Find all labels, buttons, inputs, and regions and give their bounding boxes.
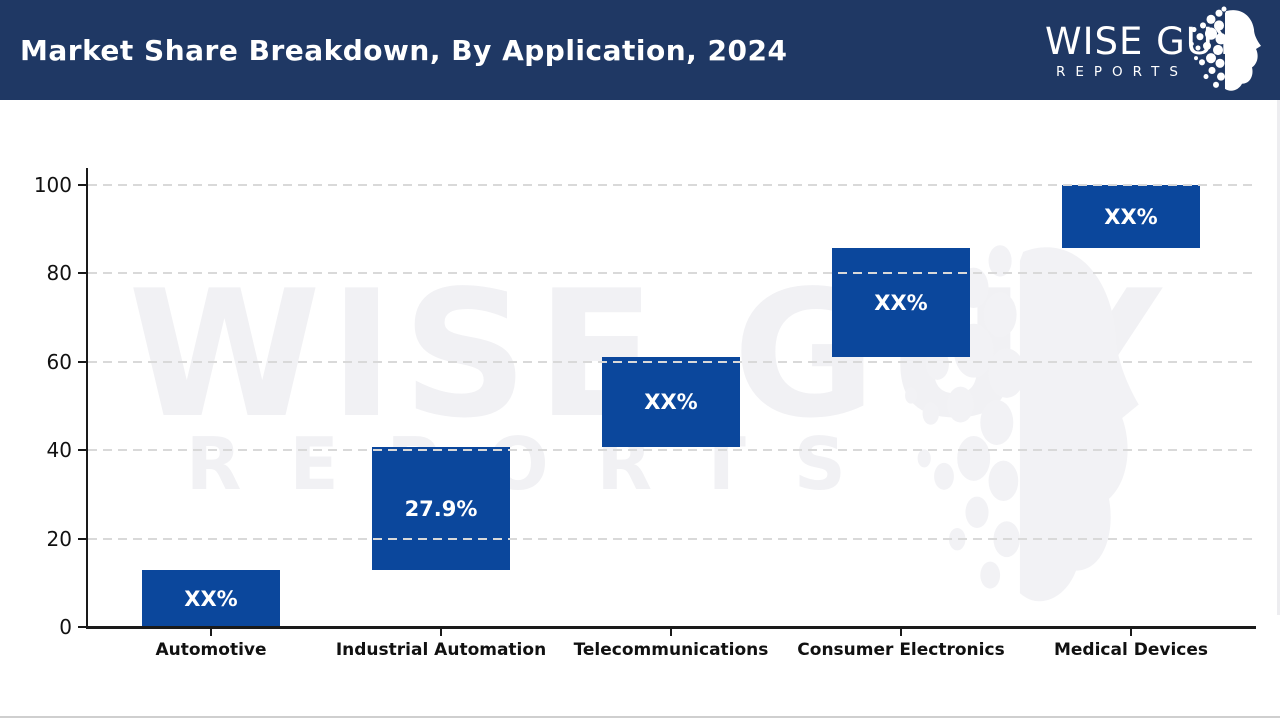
x-category-label-2: Telecommunications [573, 640, 769, 660]
y-tick-80 [78, 272, 86, 275]
bar-value-label: XX% [184, 586, 238, 611]
y-tick-label-0: 0 [59, 615, 72, 639]
x-tick-1 [440, 629, 442, 636]
bar-value-label: XX% [1104, 204, 1158, 229]
logo-subtext: REPORTS [1056, 64, 1188, 80]
y-tick-label-60: 60 [46, 349, 72, 374]
x-category-label-3: Consumer Electronics [797, 640, 1005, 660]
bar-value-label: 27.9% [404, 496, 478, 521]
gridline-100 [88, 184, 1256, 186]
x-tick-4 [1130, 629, 1132, 636]
bar-value-label: XX% [644, 390, 698, 415]
bar-3: XX% [832, 248, 970, 357]
bar-4: XX% [1062, 185, 1200, 249]
y-tick-40 [78, 449, 86, 452]
right-edge-line [1277, 100, 1280, 615]
x-category-label-1: Industrial Automation [335, 640, 547, 660]
x-category-label-4: Medical Devices [1053, 640, 1208, 660]
x-category-label-0: Automotive [155, 640, 267, 660]
y-tick-label-80: 80 [46, 261, 72, 286]
y-tick-label-20: 20 [46, 526, 72, 551]
watermark-subtext: REPORTS [186, 422, 894, 506]
gridline-60 [88, 360, 1256, 363]
x-axis [86, 626, 1256, 629]
page-title: Market Share Breakdown, By Application, … [20, 33, 788, 67]
y-tick-label-100: 100 [33, 173, 72, 197]
bar-value-label: XX% [874, 290, 928, 315]
y-tick-20 [78, 537, 86, 540]
bar-2: XX% [602, 356, 740, 448]
y-tick-label-40: 40 [46, 438, 72, 463]
bar-0: XX% [142, 570, 280, 627]
wiseguy-head-icon [1190, 6, 1261, 91]
x-tick-0 [210, 629, 212, 636]
header: Market Share Breakdown, By Application, … [0, 0, 1280, 100]
bar-1: 27.9% [372, 447, 510, 571]
x-tick-2 [670, 629, 672, 636]
x-tick-3 [900, 629, 902, 636]
gridline-40 [88, 449, 1256, 452]
y-tick-60 [78, 360, 86, 363]
gridline-80 [88, 272, 1256, 275]
gridline-20 [88, 537, 1256, 540]
y-axis [86, 168, 88, 629]
y-tick-0 [78, 626, 86, 628]
y-tick-100 [78, 184, 86, 186]
footer-divider [0, 716, 1280, 718]
